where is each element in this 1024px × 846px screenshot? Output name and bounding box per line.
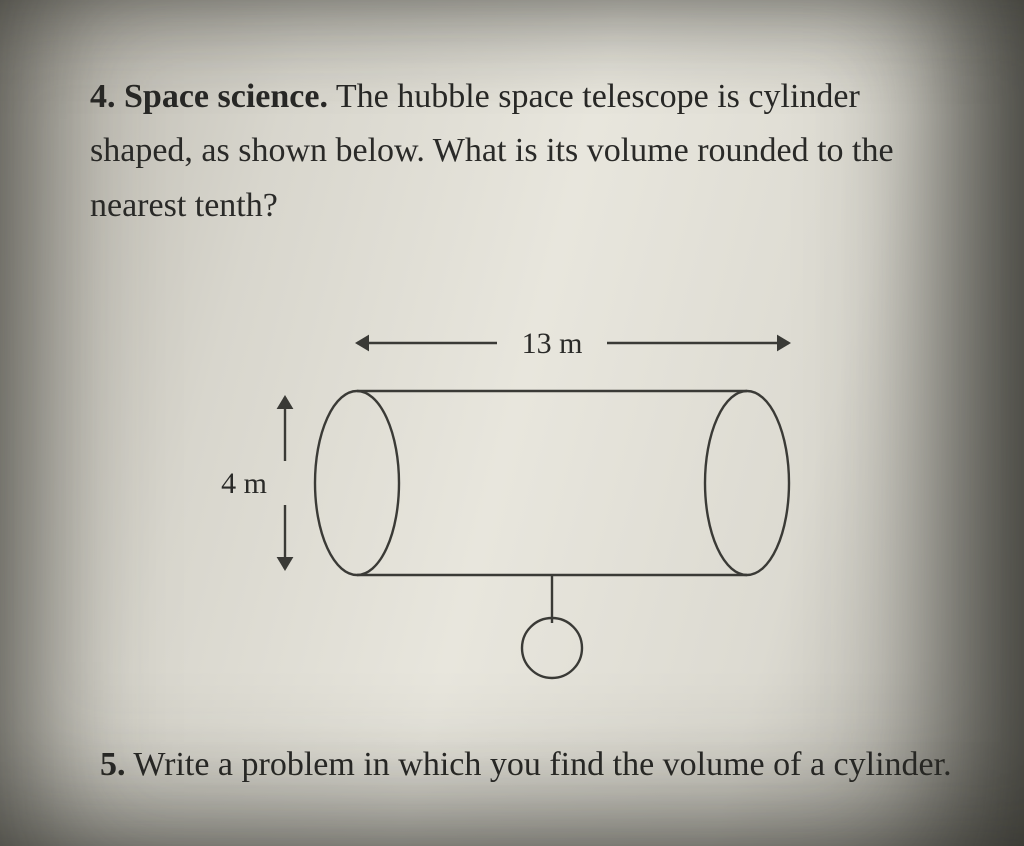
- svg-text:4 m: 4 m: [221, 467, 267, 500]
- cylinder-diagram: 13 m 4 m: [207, 263, 847, 688]
- q5-text: Write a problem in which you find the vo…: [133, 746, 951, 783]
- question-5: 5. Write a problem in which you find the…: [90, 738, 964, 792]
- page-content: 4. Space science. The hubble space teles…: [0, 0, 1024, 833]
- cylinder-svg: 13 m 4 m: [207, 263, 847, 683]
- q4-title: Space science.: [124, 78, 328, 115]
- svg-text:13 m: 13 m: [522, 327, 583, 360]
- q5-number: 5.: [100, 746, 126, 783]
- question-4: 4. Space science. The hubble space teles…: [90, 70, 964, 233]
- q4-number: 4.: [90, 78, 116, 115]
